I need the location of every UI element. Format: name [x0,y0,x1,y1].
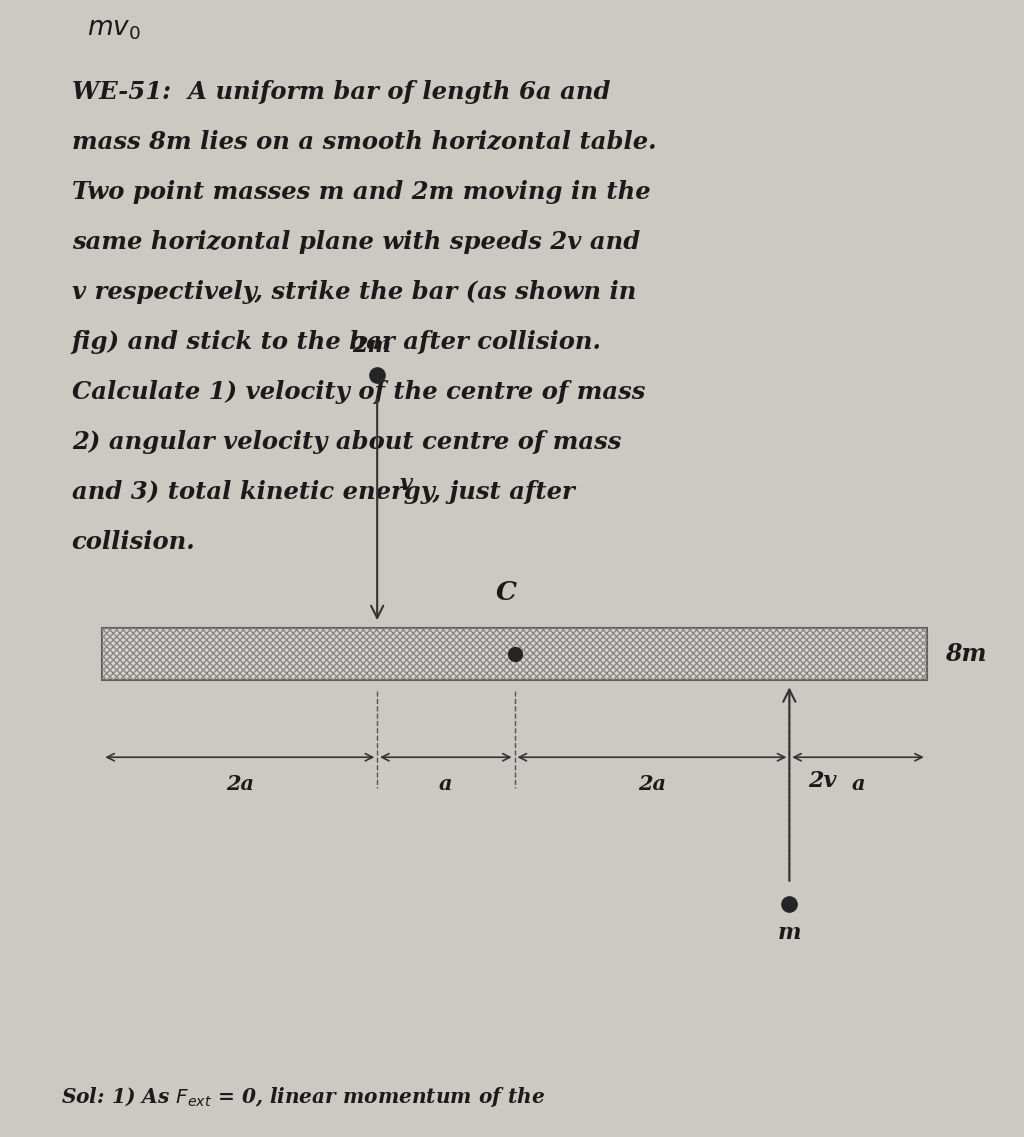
Text: collision.: collision. [72,530,196,554]
Bar [102,628,927,680]
Text: a: a [439,774,453,795]
Text: WE-51:  A uniform bar of length 6a and: WE-51: A uniform bar of length 6a and [72,80,610,103]
Text: 8m: 8m [945,641,987,666]
Text: $mv_0$: $mv_0$ [87,17,141,42]
Text: same horizontal plane with speeds 2v and: same horizontal plane with speeds 2v and [72,230,640,254]
Text: 2v: 2v [808,770,837,791]
Text: Sol: 1) As $F_{ext}$ = 0, linear momentum of the: Sol: 1) As $F_{ext}$ = 0, linear momentu… [61,1085,546,1109]
Text: Calculate 1) velocity of the centre of mass: Calculate 1) velocity of the centre of m… [72,380,645,404]
Text: 2a: 2a [638,774,666,795]
Text: a: a [851,774,865,795]
Text: Two point masses m and 2m moving in the: Two point masses m and 2m moving in the [72,180,650,204]
Text: v respectively, strike the bar (as shown in: v respectively, strike the bar (as shown… [72,280,636,304]
Text: v: v [399,473,413,496]
Bar [102,628,927,680]
Text: 2a: 2a [225,774,254,795]
Text: m: m [777,922,801,944]
Text: mass 8m lies on a smooth horizontal table.: mass 8m lies on a smooth horizontal tabl… [72,130,656,153]
Text: 2) angular velocity about centre of mass: 2) angular velocity about centre of mass [72,430,621,454]
Text: C: C [496,580,517,605]
Text: fig) and stick to the bar after collision.: fig) and stick to the bar after collisio… [72,330,602,354]
Text: and 3) total kinetic energy, just after: and 3) total kinetic energy, just after [72,480,574,504]
Text: 2m: 2m [352,335,391,357]
